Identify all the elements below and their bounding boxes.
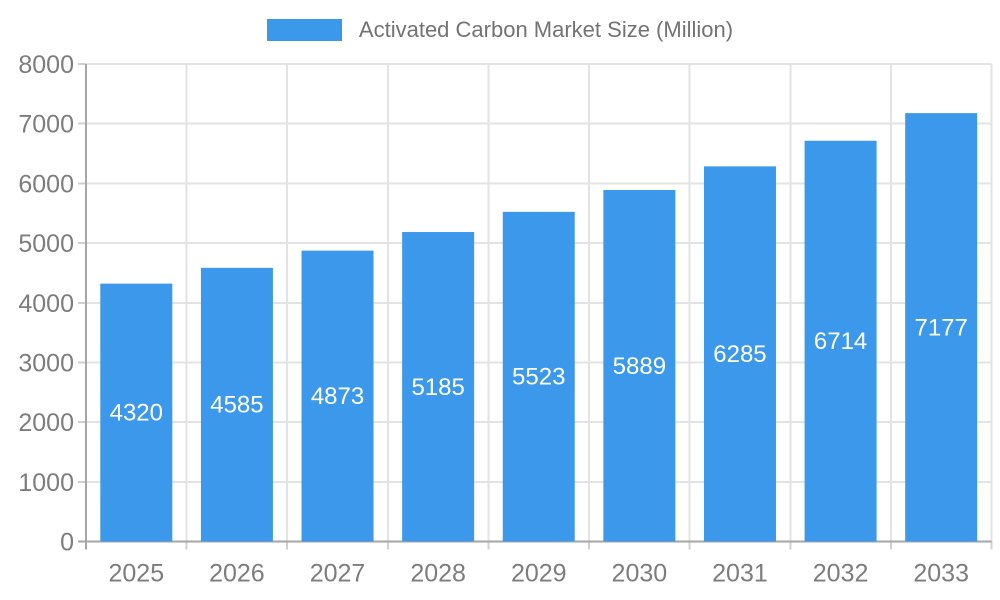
- bar-value-label: 6285: [713, 341, 766, 368]
- bar-2031[interactable]: [703, 166, 776, 542]
- legend-label: Activated Carbon Market Size (Million): [358, 17, 734, 42]
- y-tick-label: 5000: [18, 230, 74, 258]
- bar-value-label: 4873: [311, 383, 364, 410]
- x-tick-label: 2029: [511, 560, 567, 588]
- y-tick-label: 3000: [18, 349, 74, 377]
- y-tick-label: 1000: [18, 469, 74, 497]
- y-tick-label: 0: [60, 529, 74, 557]
- y-tick-label: 2000: [18, 409, 74, 437]
- x-tick-label: 2031: [712, 560, 768, 588]
- x-tick-label: 2030: [612, 560, 668, 588]
- bar-2033[interactable]: [905, 113, 978, 542]
- x-tick-label: 2025: [108, 560, 164, 588]
- bars: [100, 113, 978, 542]
- bar-value-label: 4320: [110, 400, 163, 427]
- bar-2026[interactable]: [200, 267, 273, 542]
- bar-2028[interactable]: [402, 232, 475, 542]
- bar-2029[interactable]: [502, 211, 575, 542]
- labels: 0 1000 2000 3000 4000 5000 6000 7000 8000 4320 202…: [18, 51, 969, 588]
- x-tick-label: 2033: [913, 560, 969, 588]
- y-tick-label: 8000: [18, 51, 74, 79]
- legend: Activated Carbon Market Size (Million): [0, 17, 1000, 43]
- y-tick-label: 6000: [18, 170, 74, 198]
- x-tick-label: 2028: [410, 560, 466, 588]
- x-tick-label: 2026: [209, 560, 265, 588]
- bar-value-label: 7177: [914, 314, 967, 341]
- legend-item-market-size[interactable]: Activated Carbon Market Size (Million): [266, 17, 734, 43]
- y-tick-label: 7000: [18, 111, 74, 139]
- legend-swatch: [266, 19, 342, 41]
- x-tick-label: 2032: [813, 560, 869, 588]
- x-tick-label: 2027: [310, 560, 366, 588]
- bar-value-label: 5523: [512, 364, 565, 391]
- bar-2025[interactable]: [100, 283, 173, 542]
- y-tick-label: 4000: [18, 290, 74, 318]
- bar-2030[interactable]: [603, 190, 676, 542]
- bar-value-label: 6714: [814, 328, 867, 355]
- bar-value-label: 5889: [613, 353, 666, 380]
- bar-value-label: 4585: [210, 392, 263, 419]
- bar-2032[interactable]: [804, 140, 877, 542]
- bar-2027[interactable]: [301, 250, 374, 542]
- bar-value-label: 5185: [411, 374, 464, 401]
